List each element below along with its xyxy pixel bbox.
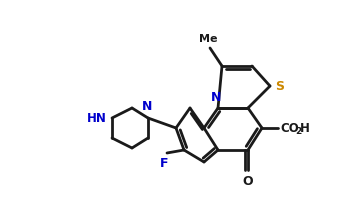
Text: 2: 2 <box>295 126 301 136</box>
Text: N: N <box>211 91 221 104</box>
Text: CO: CO <box>280 122 299 134</box>
Text: HN: HN <box>87 112 107 126</box>
Text: F: F <box>160 157 168 170</box>
Text: Me: Me <box>199 34 217 44</box>
Text: O: O <box>243 175 253 188</box>
Text: N: N <box>142 100 152 113</box>
Text: S: S <box>275 81 284 93</box>
Text: H: H <box>300 122 310 134</box>
